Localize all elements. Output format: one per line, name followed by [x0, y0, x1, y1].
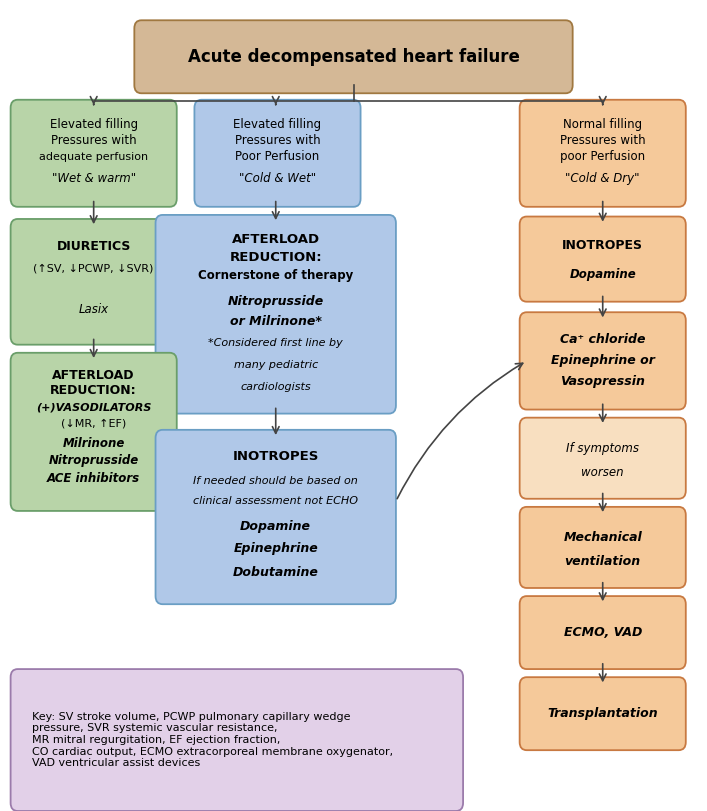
Text: DIURETICS: DIURETICS	[57, 240, 131, 253]
Text: poor Perfusion: poor Perfusion	[560, 150, 645, 163]
FancyBboxPatch shape	[194, 100, 361, 207]
Text: (↓MR, ↑EF): (↓MR, ↑EF)	[61, 418, 127, 428]
Text: If needed should be based on: If needed should be based on	[193, 475, 358, 486]
Text: AFTERLOAD: AFTERLOAD	[232, 233, 320, 246]
Text: Pressures with: Pressures with	[235, 134, 320, 147]
Text: "Wet & warm": "Wet & warm"	[52, 172, 136, 185]
Text: *Considered first line by: *Considered first line by	[209, 338, 343, 349]
Text: INOTROPES: INOTROPES	[562, 238, 643, 252]
Text: AFTERLOAD: AFTERLOAD	[52, 368, 135, 382]
Text: (+)VASODILATORS: (+)VASODILATORS	[36, 403, 151, 413]
FancyBboxPatch shape	[134, 20, 573, 93]
Text: Transplantation: Transplantation	[547, 707, 658, 720]
Text: "Cold & Dry": "Cold & Dry"	[566, 172, 640, 185]
FancyBboxPatch shape	[520, 418, 686, 499]
FancyBboxPatch shape	[11, 100, 177, 207]
FancyBboxPatch shape	[156, 430, 396, 604]
Text: Dopamine: Dopamine	[569, 268, 636, 281]
Text: Normal filling: Normal filling	[563, 118, 642, 131]
Text: Mechanical: Mechanical	[563, 531, 642, 544]
Text: Elevated filling: Elevated filling	[49, 118, 138, 131]
Text: Pressures with: Pressures with	[560, 134, 645, 147]
FancyBboxPatch shape	[156, 215, 396, 414]
Text: adequate perfusion: adequate perfusion	[39, 152, 148, 162]
Text: If symptoms: If symptoms	[566, 442, 639, 455]
FancyBboxPatch shape	[11, 353, 177, 511]
Text: Dobutamine: Dobutamine	[233, 566, 319, 579]
Text: Poor Perfusion: Poor Perfusion	[235, 150, 320, 163]
FancyBboxPatch shape	[11, 219, 177, 345]
Text: Epinephrine: Epinephrine	[233, 542, 318, 556]
Text: Nitroprusside: Nitroprusside	[228, 295, 324, 308]
Text: REDUCTION:: REDUCTION:	[50, 384, 137, 397]
Text: Key: SV stroke volume, PCWP pulmonary capillary wedge
pressure, SVR systemic vas: Key: SV stroke volume, PCWP pulmonary ca…	[32, 712, 393, 768]
Text: Epinephrine or: Epinephrine or	[551, 354, 655, 367]
FancyBboxPatch shape	[11, 669, 463, 811]
Text: Milrinone: Milrinone	[62, 436, 125, 450]
Text: clinical assessment not ECHO: clinical assessment not ECHO	[193, 496, 358, 506]
Text: INOTROPES: INOTROPES	[233, 450, 319, 463]
Text: Dopamine: Dopamine	[240, 520, 311, 533]
FancyBboxPatch shape	[520, 312, 686, 410]
FancyBboxPatch shape	[520, 100, 686, 207]
Text: ACE inhibitors: ACE inhibitors	[47, 472, 140, 485]
Text: ventilation: ventilation	[565, 556, 641, 569]
Text: cardiologists: cardiologists	[240, 382, 311, 393]
Text: Cornerstone of therapy: Cornerstone of therapy	[198, 269, 354, 282]
Text: or Milrinone*: or Milrinone*	[230, 315, 322, 328]
Text: Vasopressin: Vasopressin	[560, 375, 645, 388]
Text: Lasix: Lasix	[78, 303, 109, 315]
Text: "Cold & Wet": "Cold & Wet"	[239, 172, 316, 185]
FancyBboxPatch shape	[520, 596, 686, 669]
FancyBboxPatch shape	[520, 217, 686, 302]
Text: (↑SV, ↓PCWP, ↓SVR): (↑SV, ↓PCWP, ↓SVR)	[33, 264, 154, 273]
Text: Pressures with: Pressures with	[51, 134, 136, 147]
Text: many pediatric: many pediatric	[233, 360, 318, 371]
Text: ECMO, VAD: ECMO, VAD	[563, 626, 642, 639]
FancyBboxPatch shape	[520, 507, 686, 588]
FancyBboxPatch shape	[520, 677, 686, 750]
Text: Ca⁺ chloride: Ca⁺ chloride	[560, 333, 645, 346]
Text: Nitroprusside: Nitroprusside	[49, 453, 139, 467]
Text: REDUCTION:: REDUCTION:	[229, 251, 322, 264]
Text: worsen: worsen	[581, 466, 624, 479]
Text: Acute decompensated heart failure: Acute decompensated heart failure	[187, 48, 520, 66]
Text: Elevated filling: Elevated filling	[233, 118, 322, 131]
